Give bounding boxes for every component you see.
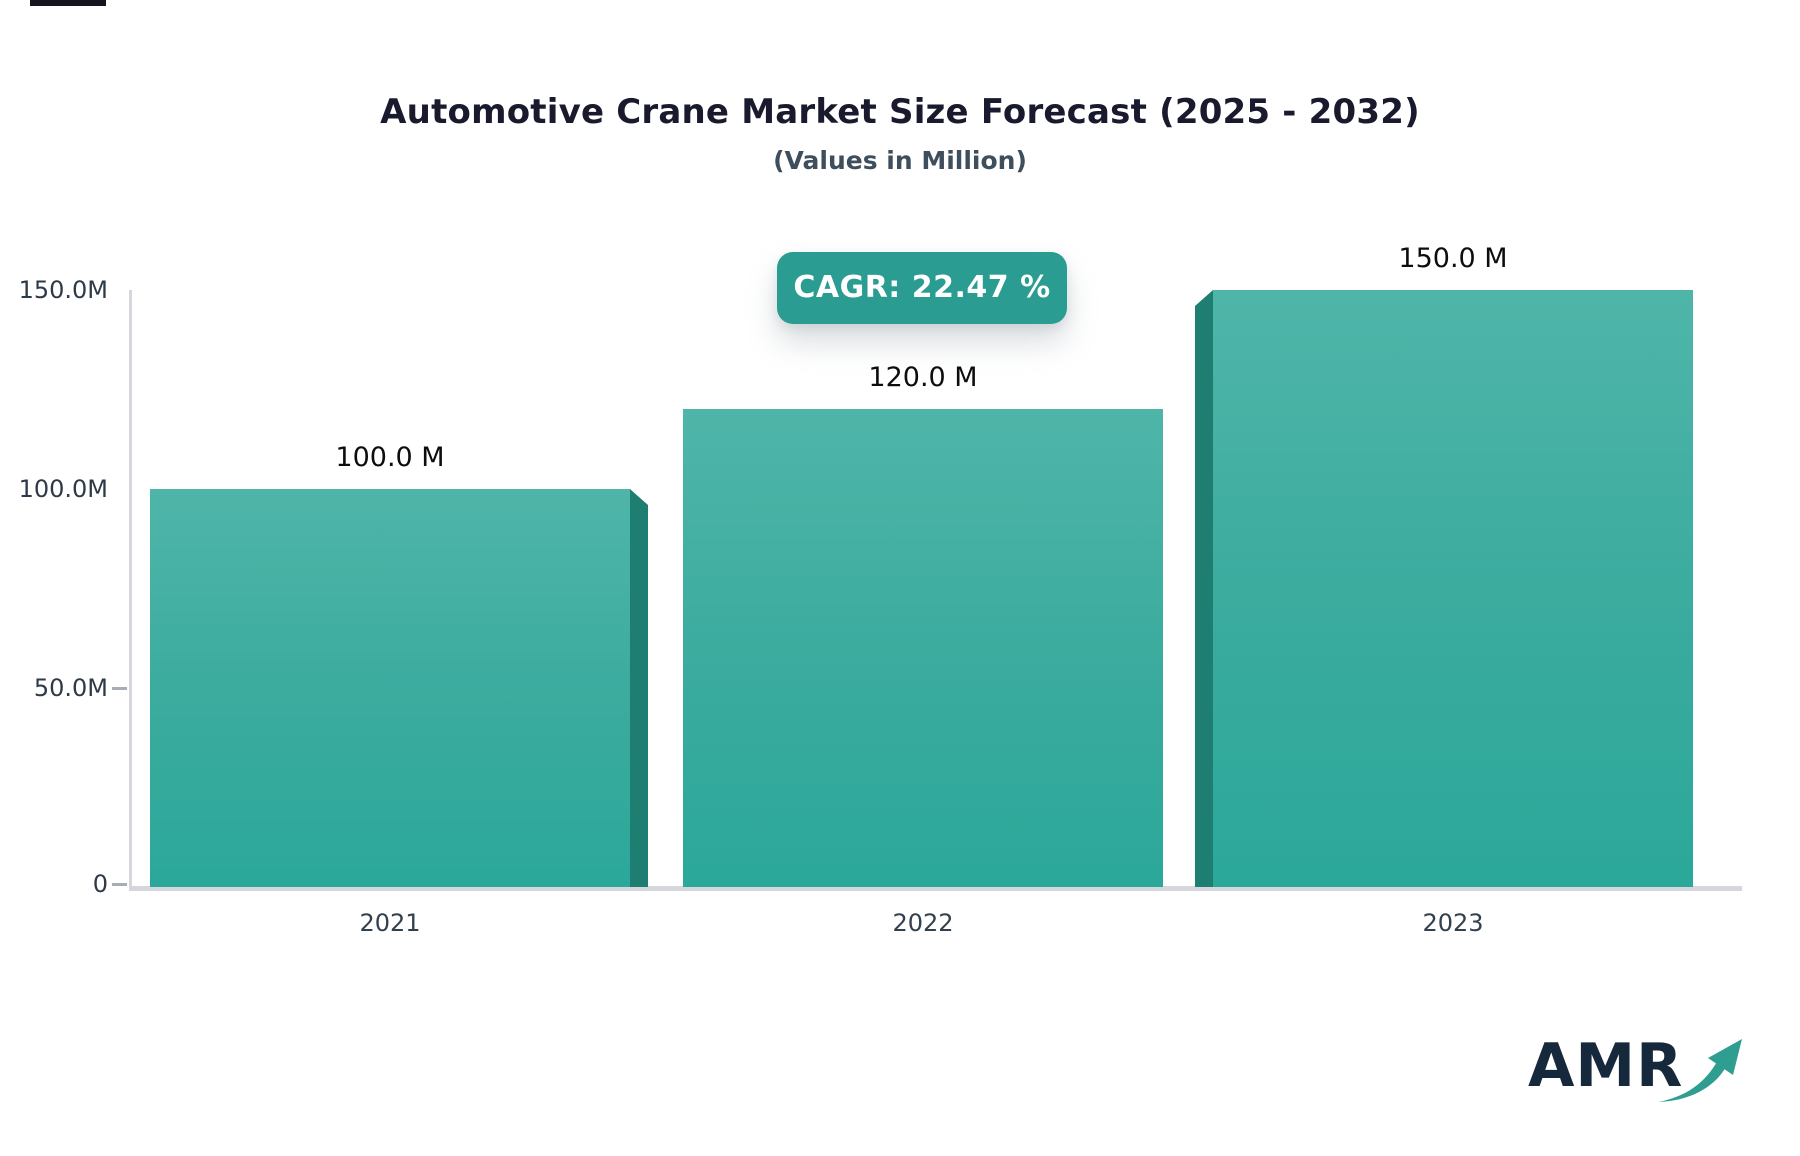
brand-arrow-icon [1658,1039,1742,1102]
bar [1213,290,1693,887]
bar [150,489,630,887]
cagr-badge: CAGR: 22.47 % [777,252,1067,324]
x-axis-label: 2021 [359,909,421,937]
chart-title: Automotive Crane Market Size Forecast (2… [380,92,1420,132]
bar-value-label: 120.0 M [868,362,978,393]
y-axis-tick [112,687,127,690]
chart-subtitle: (Values in Million) [773,146,1027,175]
x-axis-line [129,886,1742,891]
y-axis-label: 50.0M [33,674,108,702]
bar-3d-edge [630,489,648,887]
brand-logo: AMR [1528,1028,1742,1112]
bar [683,409,1163,887]
bar-3d-edge [1195,290,1213,887]
bar-value-label: 100.0 M [335,442,445,473]
y-axis-label: 0 [92,870,108,898]
brand-logo-text: AMR [1528,1031,1684,1101]
y-axis-label: 100.0M [18,475,108,503]
bar-value-label: 150.0 M [1398,243,1508,274]
y-axis-line [129,290,132,887]
x-axis-label: 2022 [892,909,954,937]
chart-header: Automotive Crane Market Size Forecast (2… [60,0,1740,175]
y-axis-tick [112,883,127,886]
y-axis-label: 150.0M [18,276,108,304]
top-left-artifact [30,0,106,6]
x-axis-label: 2023 [1422,909,1484,937]
